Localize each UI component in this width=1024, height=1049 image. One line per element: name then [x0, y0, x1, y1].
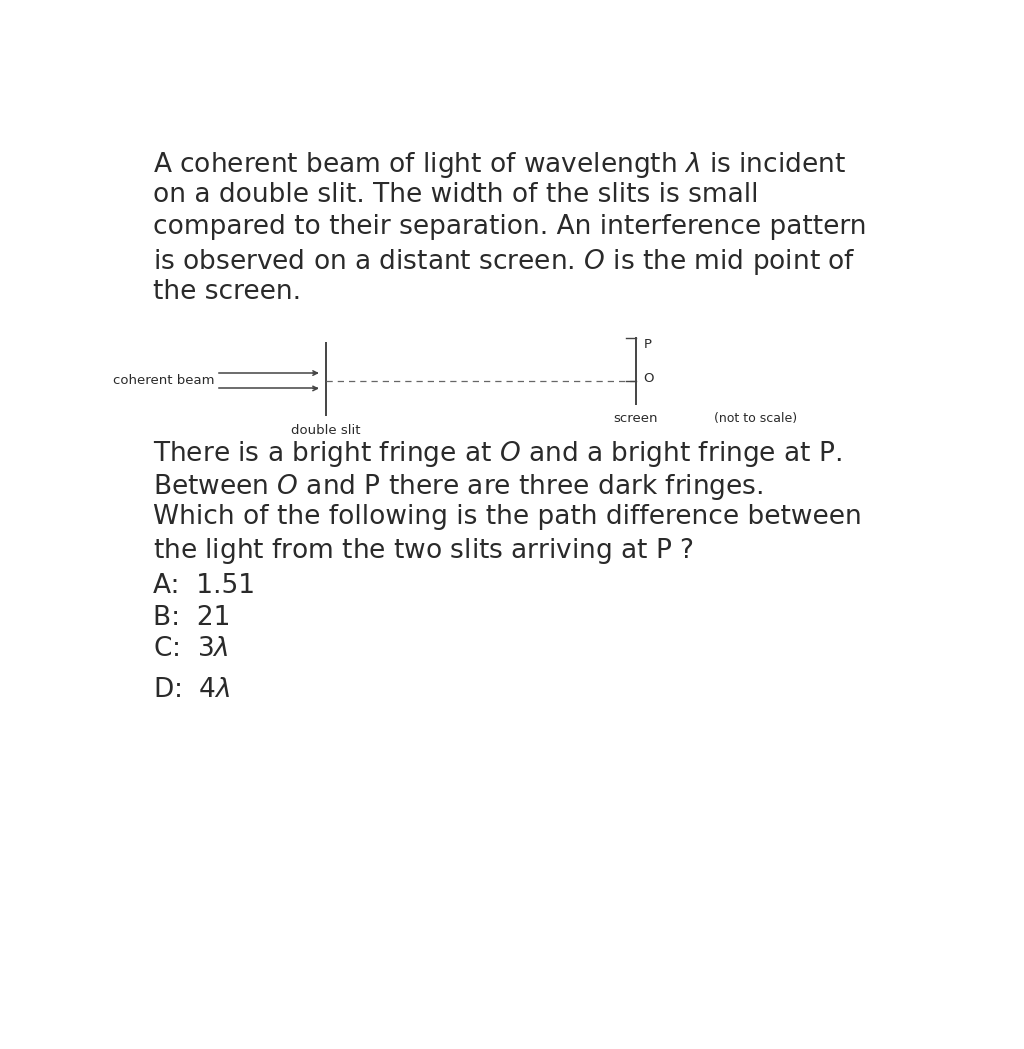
- Text: There is a bright fringe at $\mathit{O}$ and a bright fringe at $\mathrm{P}$.: There is a bright fringe at $\mathit{O}$…: [153, 440, 842, 469]
- Text: A:  1.51: A: 1.51: [153, 573, 255, 599]
- Text: O: O: [643, 372, 654, 385]
- Text: D:  4$\lambda$: D: 4$\lambda$: [153, 678, 230, 703]
- Text: Between $\mathit{O}$ and $\mathrm{P}$ there are three dark fringes.: Between $\mathit{O}$ and $\mathrm{P}$ th…: [153, 472, 763, 501]
- Text: the screen.: the screen.: [153, 279, 301, 305]
- Text: compared to their separation. An interference pattern: compared to their separation. An interfe…: [153, 214, 866, 240]
- Text: double slit: double slit: [291, 424, 360, 436]
- Text: coherent beam: coherent beam: [114, 374, 215, 387]
- Text: Which of the following is the path difference between: Which of the following is the path diffe…: [153, 504, 861, 530]
- Text: is observed on a distant screen. $\mathit{O}$ is the mid point of: is observed on a distant screen. $\mathi…: [153, 247, 855, 277]
- Text: screen: screen: [613, 412, 657, 425]
- Text: C:  3$\lambda$: C: 3$\lambda$: [153, 637, 228, 662]
- Text: (not to scale): (not to scale): [714, 412, 798, 425]
- Text: A coherent beam of light of wavelength $\lambda$ is incident: A coherent beam of light of wavelength $…: [153, 150, 846, 179]
- Text: P: P: [643, 338, 651, 350]
- Text: on a double slit. The width of the slits is small: on a double slit. The width of the slits…: [153, 183, 759, 208]
- Text: B:  21: B: 21: [153, 605, 230, 630]
- Text: the light from the two slits arriving at $\mathrm{P}$ ?: the light from the two slits arriving at…: [153, 536, 694, 566]
